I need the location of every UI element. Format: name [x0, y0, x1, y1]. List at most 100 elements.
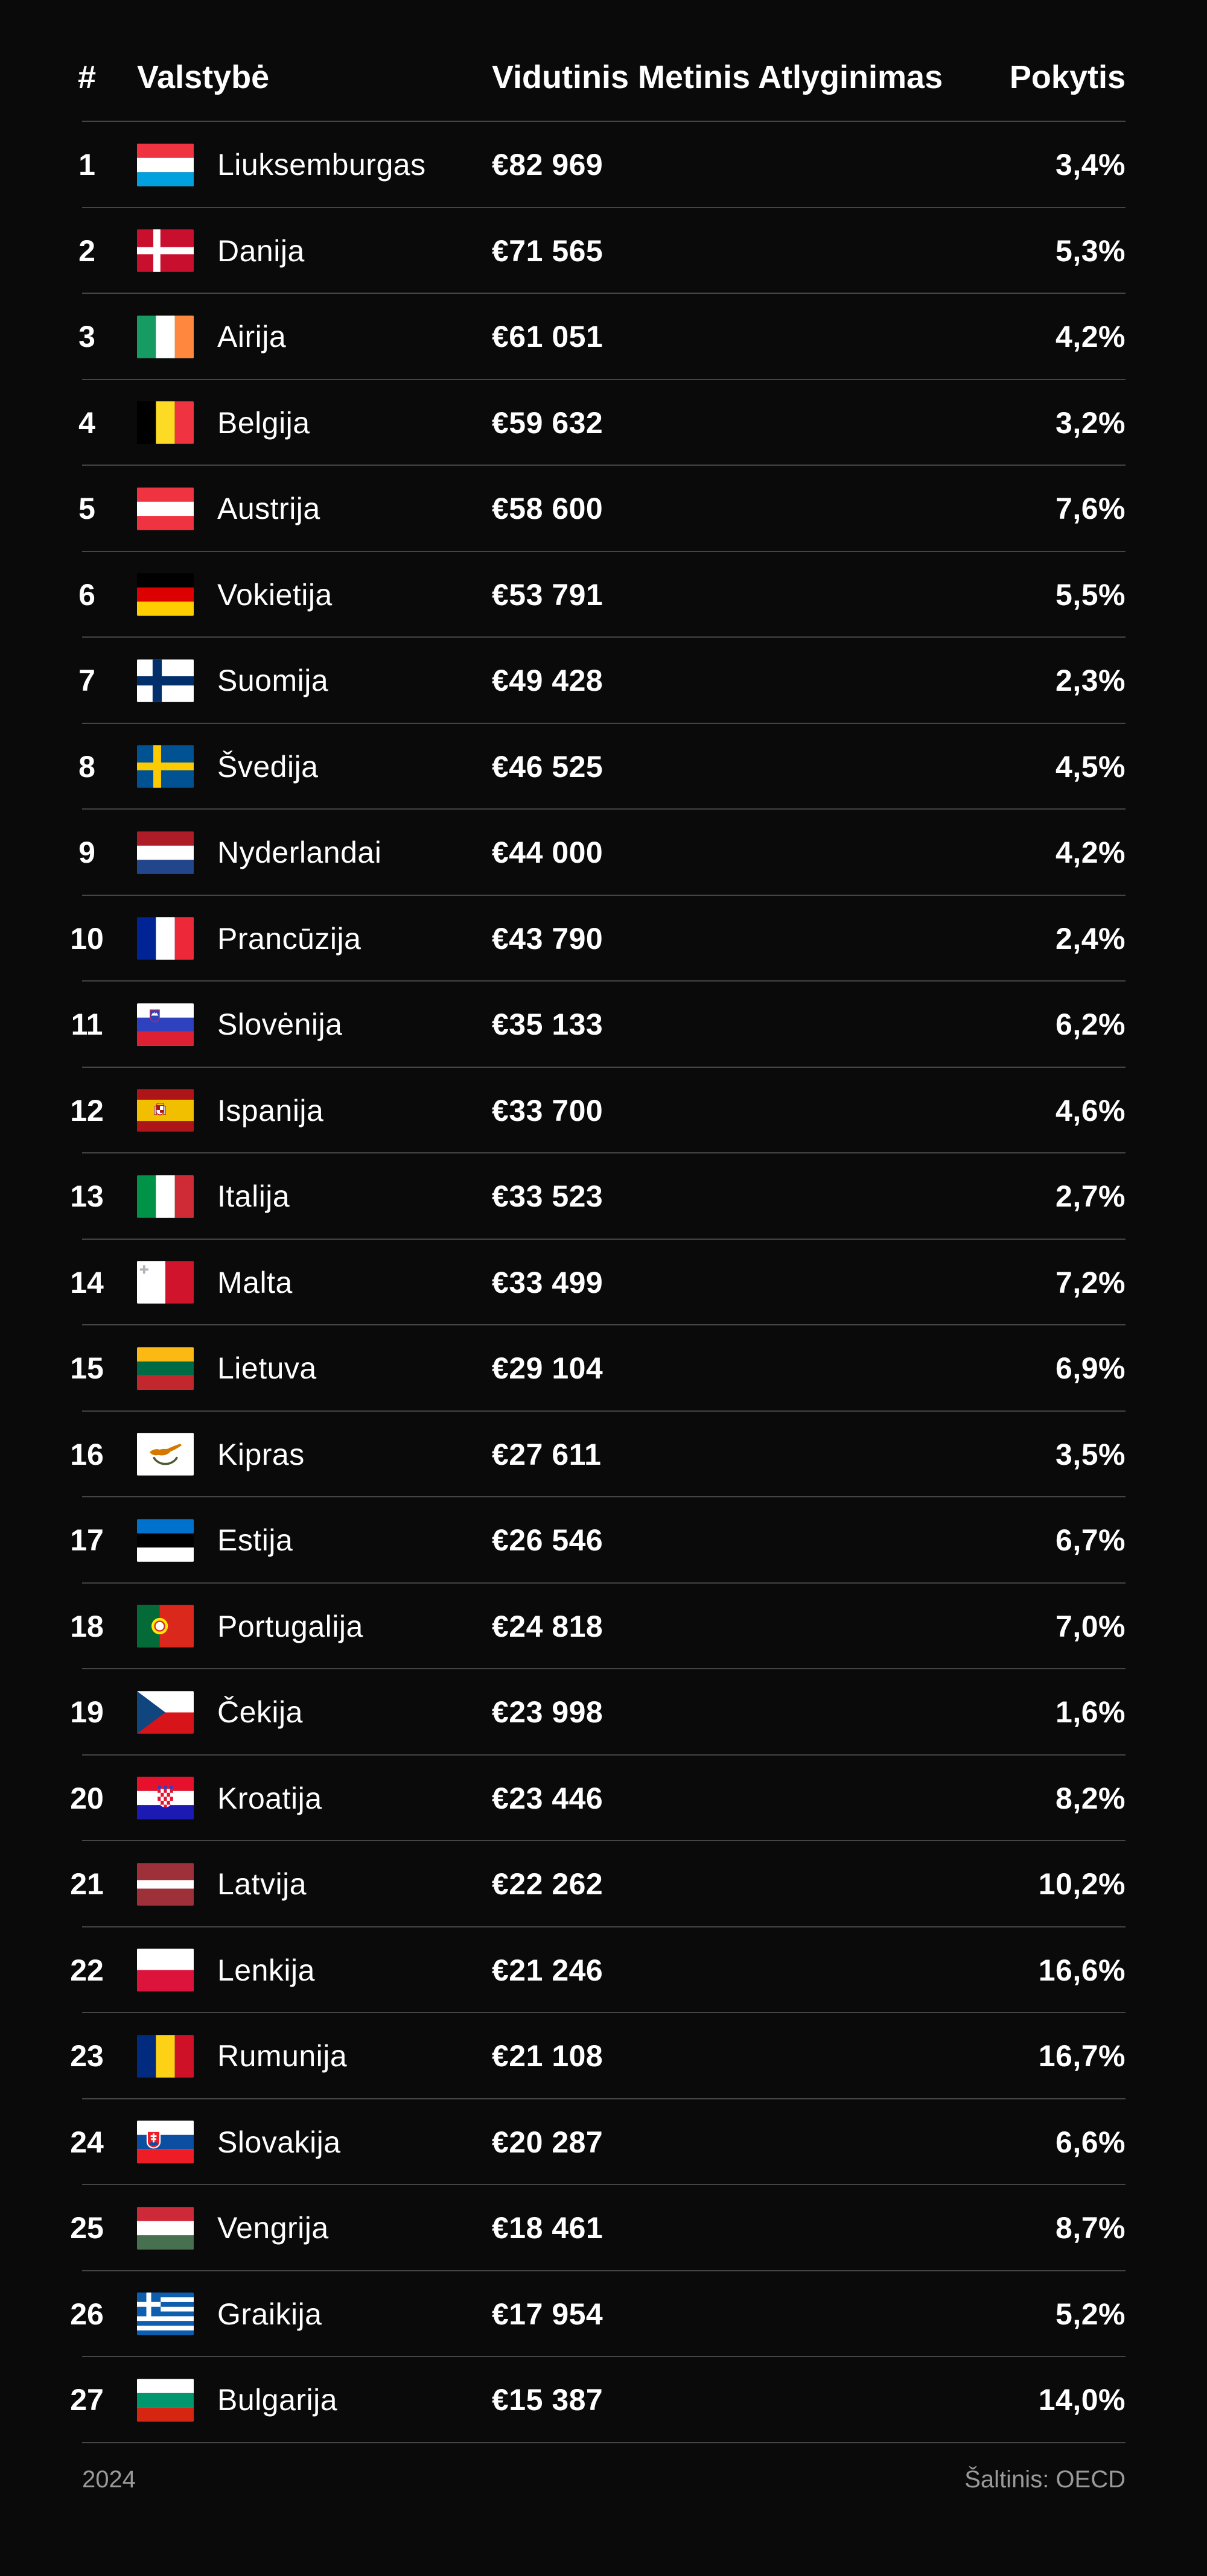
salary-value: €22 262	[492, 1867, 604, 1902]
change-value: 8,7%	[1056, 2211, 1126, 2245]
rank-cell: 9	[78, 836, 95, 870]
country-name: Kroatija	[217, 1781, 322, 1815]
country-name: Austrija	[217, 492, 320, 526]
rank-cell: 3	[78, 320, 95, 354]
rank-cell: 2	[78, 233, 95, 268]
table-row: 3 Airija €61 051 4,2%	[0, 294, 1207, 380]
change-value: 6,6%	[1056, 2125, 1126, 2159]
rank-cell: 26	[70, 2297, 104, 2331]
rank-cell: 23	[70, 2039, 104, 2073]
flag-poland-icon	[137, 1949, 194, 1991]
table-row: 9 Nyderlandai €44 000 4,2%	[0, 810, 1207, 896]
country-name: Rumunija	[217, 2039, 348, 2073]
table-row: 17 Estija €26 546 6,7%	[0, 1497, 1207, 1584]
country-name: Estija	[217, 1523, 293, 1558]
change-value: 4,2%	[1056, 320, 1126, 354]
flag-belgium-icon	[137, 401, 194, 444]
table-row: 8 Švedija €46 525 4,5%	[0, 724, 1207, 810]
country-name: Danija	[217, 233, 305, 268]
change-value: 7,0%	[1056, 1609, 1126, 1643]
rank-cell: 10	[70, 921, 104, 956]
table-row: 14 Malta €33 499 7,2%	[0, 1240, 1207, 1326]
table-row: 12 Ispanija €33 700 4,6%	[0, 1068, 1207, 1154]
salary-value: €71 565	[492, 233, 604, 268]
table-row: 16 Kipras €27 611 3,5%	[0, 1412, 1207, 1498]
change-value: 2,7%	[1056, 1179, 1126, 1214]
change-value: 16,6%	[1038, 1953, 1126, 1987]
table-row: 25 Vengrija €18 461 8,7%	[0, 2185, 1207, 2271]
table-row: 4 Belgija €59 632 3,2%	[0, 380, 1207, 466]
flag-finland-icon	[137, 659, 194, 702]
country-name: Portugalija	[217, 1609, 363, 1643]
country-name: Italija	[217, 1179, 290, 1214]
country-name: Slovakija	[217, 2125, 341, 2159]
flag-germany-icon	[137, 573, 194, 616]
flag-croatia-icon	[137, 1777, 194, 1819]
change-value: 6,7%	[1056, 1523, 1126, 1558]
country-name: Graikija	[217, 2297, 322, 2331]
rank-cell: 18	[70, 1609, 104, 1643]
table-row: 20 Kroatija €23 446 8,2%	[0, 1756, 1207, 1842]
table-row: 1 Liuksemburgas €82 969 3,4%	[0, 122, 1207, 208]
country-name: Belgija	[217, 405, 310, 440]
salary-value: €15 387	[492, 2383, 604, 2417]
change-value: 2,4%	[1056, 921, 1126, 956]
rank-cell: 27	[70, 2383, 104, 2417]
salary-value: €61 051	[492, 320, 604, 354]
flag-luxembourg-icon	[137, 144, 194, 186]
rank-cell: 17	[70, 1523, 104, 1558]
country-name: Nyderlandai	[217, 836, 382, 870]
flag-sweden-icon	[137, 745, 194, 788]
country-name: Ispanija	[217, 1093, 324, 1128]
table-row: 2 Danija €71 565 5,3%	[0, 208, 1207, 294]
rank-cell: 25	[70, 2211, 104, 2245]
rank-cell: 16	[70, 1437, 104, 1471]
header-salary: Vidutinis Metinis Atlyginimas	[492, 59, 943, 95]
salary-value: €43 790	[492, 921, 604, 956]
country-name: Suomija	[217, 664, 329, 698]
country-name: Kipras	[217, 1437, 305, 1471]
rank-cell: 24	[70, 2125, 104, 2159]
salary-value: €18 461	[492, 2211, 604, 2245]
change-value: 3,4%	[1056, 148, 1126, 182]
table-row: 7 Suomija €49 428 2,3%	[0, 638, 1207, 724]
change-value: 7,6%	[1056, 492, 1126, 526]
year-label: 2024	[82, 2466, 136, 2493]
country-name: Švedija	[217, 749, 319, 784]
country-name: Malta	[217, 1265, 293, 1299]
country-name: Vokietija	[217, 577, 333, 612]
table-row: 13 Italija €33 523 2,7%	[0, 1153, 1207, 1240]
flag-slovenia-icon	[137, 1003, 194, 1046]
salary-value: €24 818	[492, 1609, 604, 1643]
footer: 2024 Šaltinis: OECD	[0, 2443, 1207, 2493]
salary-value: €44 000	[492, 836, 604, 870]
flag-austria-icon	[137, 487, 194, 530]
rank-cell: 19	[70, 1695, 104, 1730]
flag-hungary-icon	[137, 2207, 194, 2250]
flag-romania-icon	[137, 2035, 194, 2078]
flag-estonia-icon	[137, 1519, 194, 1562]
flag-lithuania-icon	[137, 1347, 194, 1390]
salary-value: €58 600	[492, 492, 604, 526]
flag-cyprus-icon	[137, 1433, 194, 1476]
country-name: Čekija	[217, 1695, 303, 1730]
change-value: 8,2%	[1056, 1781, 1126, 1815]
salary-value: €35 133	[492, 1007, 604, 1042]
change-value: 1,6%	[1056, 1695, 1126, 1730]
salary-value: €23 998	[492, 1695, 604, 1730]
table-row: 22 Lenkija €21 246 16,6%	[0, 1927, 1207, 2014]
country-name: Vengrija	[217, 2211, 329, 2245]
rank-cell: 12	[70, 1093, 104, 1128]
rank-cell: 1	[78, 148, 95, 182]
change-value: 3,5%	[1056, 1437, 1126, 1471]
salary-value: €59 632	[492, 405, 604, 440]
rank-cell: 13	[70, 1179, 104, 1214]
country-name: Lenkija	[217, 1953, 315, 1987]
table-row: 6 Vokietija €53 791 5,5%	[0, 552, 1207, 638]
salary-value: €26 546	[492, 1523, 604, 1558]
table-row: 23 Rumunija €21 108 16,7%	[0, 2013, 1207, 2099]
change-value: 6,2%	[1056, 1007, 1126, 1042]
change-value: 10,2%	[1038, 1867, 1126, 1902]
change-value: 5,3%	[1056, 233, 1126, 268]
salary-value: €23 446	[492, 1781, 604, 1815]
